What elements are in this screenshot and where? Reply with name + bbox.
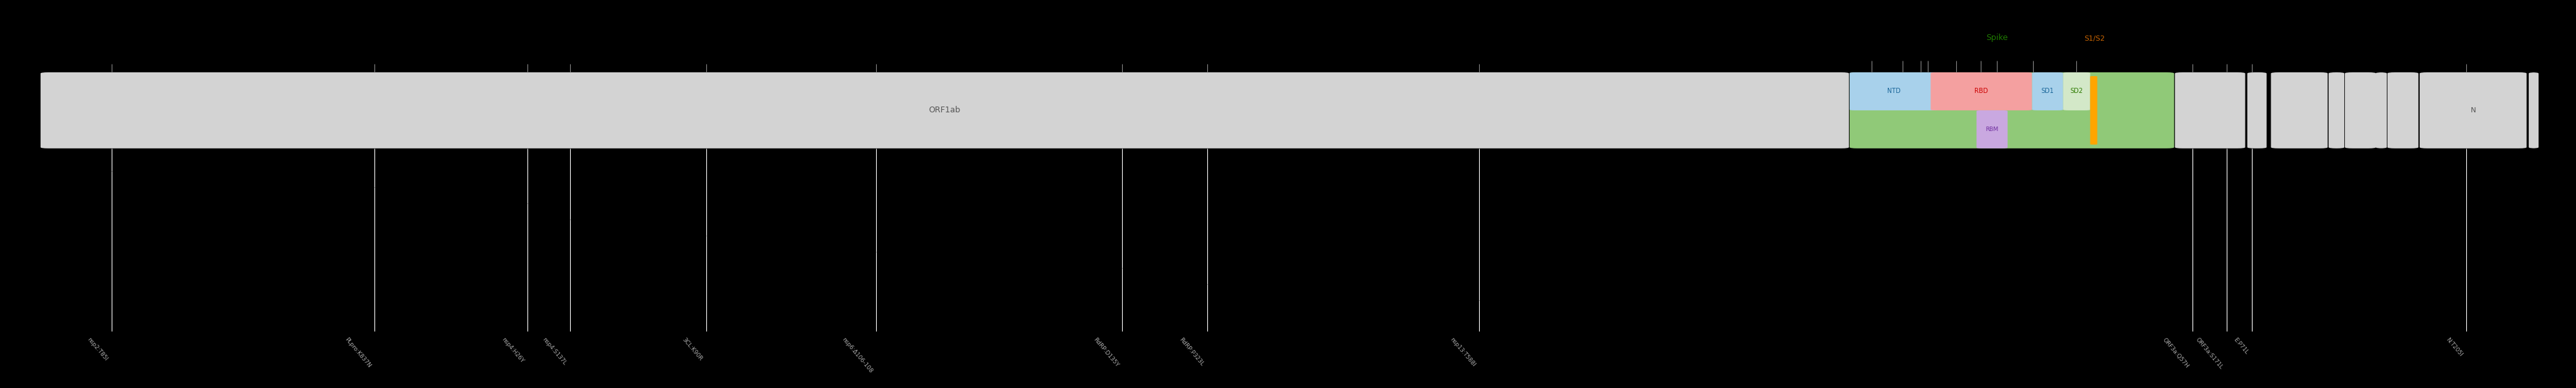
FancyBboxPatch shape [1929,72,2032,110]
Text: Spike: Spike [1986,33,2009,42]
Text: nsp2:T85I: nsp2:T85I [85,336,108,362]
Text: ORF3a:S171L: ORF3a:S171L [2195,336,2223,370]
Text: E:P71L: E:P71L [2233,336,2249,355]
Text: S1/S2: S1/S2 [2084,35,2105,42]
Text: ORF3a:Q57H: ORF3a:Q57H [2161,336,2190,369]
FancyBboxPatch shape [1850,72,1937,110]
Text: RdRP:D135Y: RdRP:D135Y [1092,336,1121,368]
Text: N: N [2470,107,2476,114]
FancyBboxPatch shape [2329,72,2344,148]
Text: N:T205I: N:T205I [2445,336,2463,357]
Text: nsp4:H26Y: nsp4:H26Y [500,336,526,364]
Text: RBM: RBM [1986,126,1999,132]
FancyBboxPatch shape [2388,72,2419,148]
Text: NTD: NTD [1886,88,1901,95]
Text: nsp6:Δ106-108: nsp6:Δ106-108 [840,336,873,374]
FancyBboxPatch shape [1850,72,2174,148]
Text: RdRP:P323L: RdRP:P323L [1177,336,1206,367]
FancyBboxPatch shape [2174,72,2246,148]
FancyBboxPatch shape [41,72,1850,148]
Text: PLpro:K837N: PLpro:K837N [343,336,371,369]
Text: SD2: SD2 [2071,88,2084,95]
FancyBboxPatch shape [2375,72,2388,148]
Text: nsp13:T588I: nsp13:T588I [1448,336,1476,368]
Text: 3CL:K90R: 3CL:K90R [680,336,703,362]
FancyBboxPatch shape [2530,72,2537,148]
Text: SD1: SD1 [2040,88,2053,95]
FancyBboxPatch shape [1976,110,2007,148]
Text: ORF1ab: ORF1ab [930,106,961,114]
FancyBboxPatch shape [2089,76,2097,145]
Text: nsp4:S137L: nsp4:S137L [541,336,567,366]
FancyBboxPatch shape [2272,72,2329,148]
FancyBboxPatch shape [2246,72,2267,148]
FancyBboxPatch shape [2032,72,2063,110]
Text: RBD: RBD [1973,88,1989,95]
FancyBboxPatch shape [2419,72,2527,148]
FancyBboxPatch shape [2063,72,2089,110]
FancyBboxPatch shape [2344,72,2375,148]
